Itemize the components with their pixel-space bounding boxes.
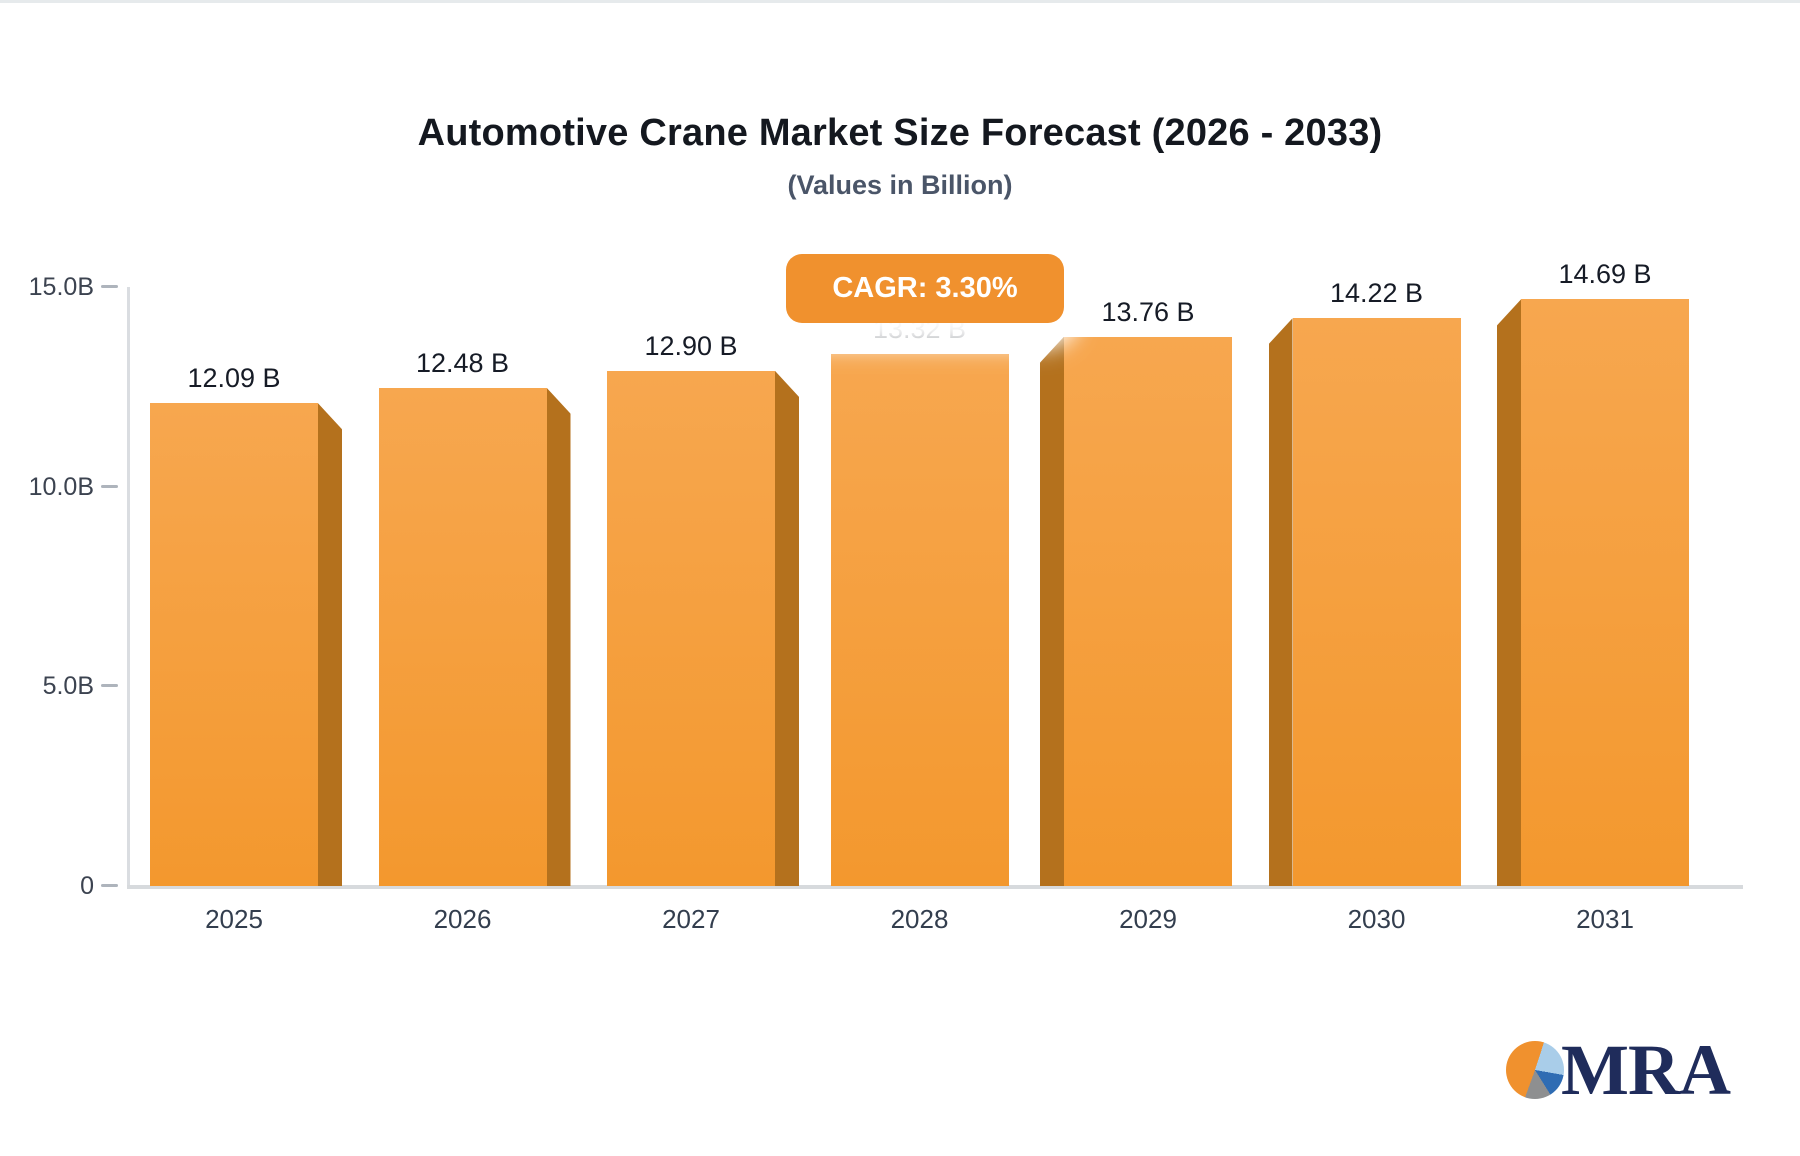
mra-pie-icon [1506,1041,1564,1099]
x-axis-line [127,885,1743,889]
bar-value-label: 12.09 B [187,363,281,394]
bar-value-label: 13.76 B [1101,296,1195,327]
bar [830,354,1009,886]
y-tick-label: 5.0B [42,672,94,701]
y-axis-line [127,287,130,887]
bar-side-face [1040,336,1064,886]
chart-title: Automotive Crane Market Size Forecast (2… [417,112,1383,154]
bar [1064,336,1232,886]
cagr-badge: CAGR: 3.30% [786,254,1064,323]
x-tick-label: 2029 [1119,904,1177,934]
bar [607,370,775,886]
x-tick-label: 2027 [662,904,720,934]
x-tick-label: 2031 [1576,904,1634,934]
x-tick-label: 2028 [890,904,949,934]
y-tick-label: 15.0B [28,273,94,302]
top-border-line [0,0,1800,3]
x-tick-label: 2025 [205,904,263,934]
bar-side-face [1268,318,1293,886]
mra-logo-text: MRA [1561,1030,1731,1110]
bar [150,403,318,886]
bar [378,387,547,886]
y-tick-label: 0 [80,872,94,900]
bar-value-label: 14.22 B [1329,278,1424,309]
bar-value-label: 12.48 B [415,347,510,378]
bar [1292,318,1461,886]
bar-side-face [775,370,799,886]
bar-side-face [318,403,342,886]
x-tick-label: 2026 [433,904,492,934]
y-tick-mark [101,285,118,289]
bar-value-label: 14.69 B [1558,259,1652,290]
bar-value-label: 12.90 B [644,330,738,361]
bar [1521,299,1689,886]
x-tick-label: 2030 [1347,904,1406,934]
bar-side-face [546,387,571,886]
y-tick-mark [101,484,118,488]
bar-side-face [1497,299,1521,886]
y-tick-mark [101,684,118,688]
chart-subtitle: (Values in Billion) [787,170,1013,200]
y-tick-mark [101,884,118,887]
y-tick-label: 10.0B [28,472,94,501]
